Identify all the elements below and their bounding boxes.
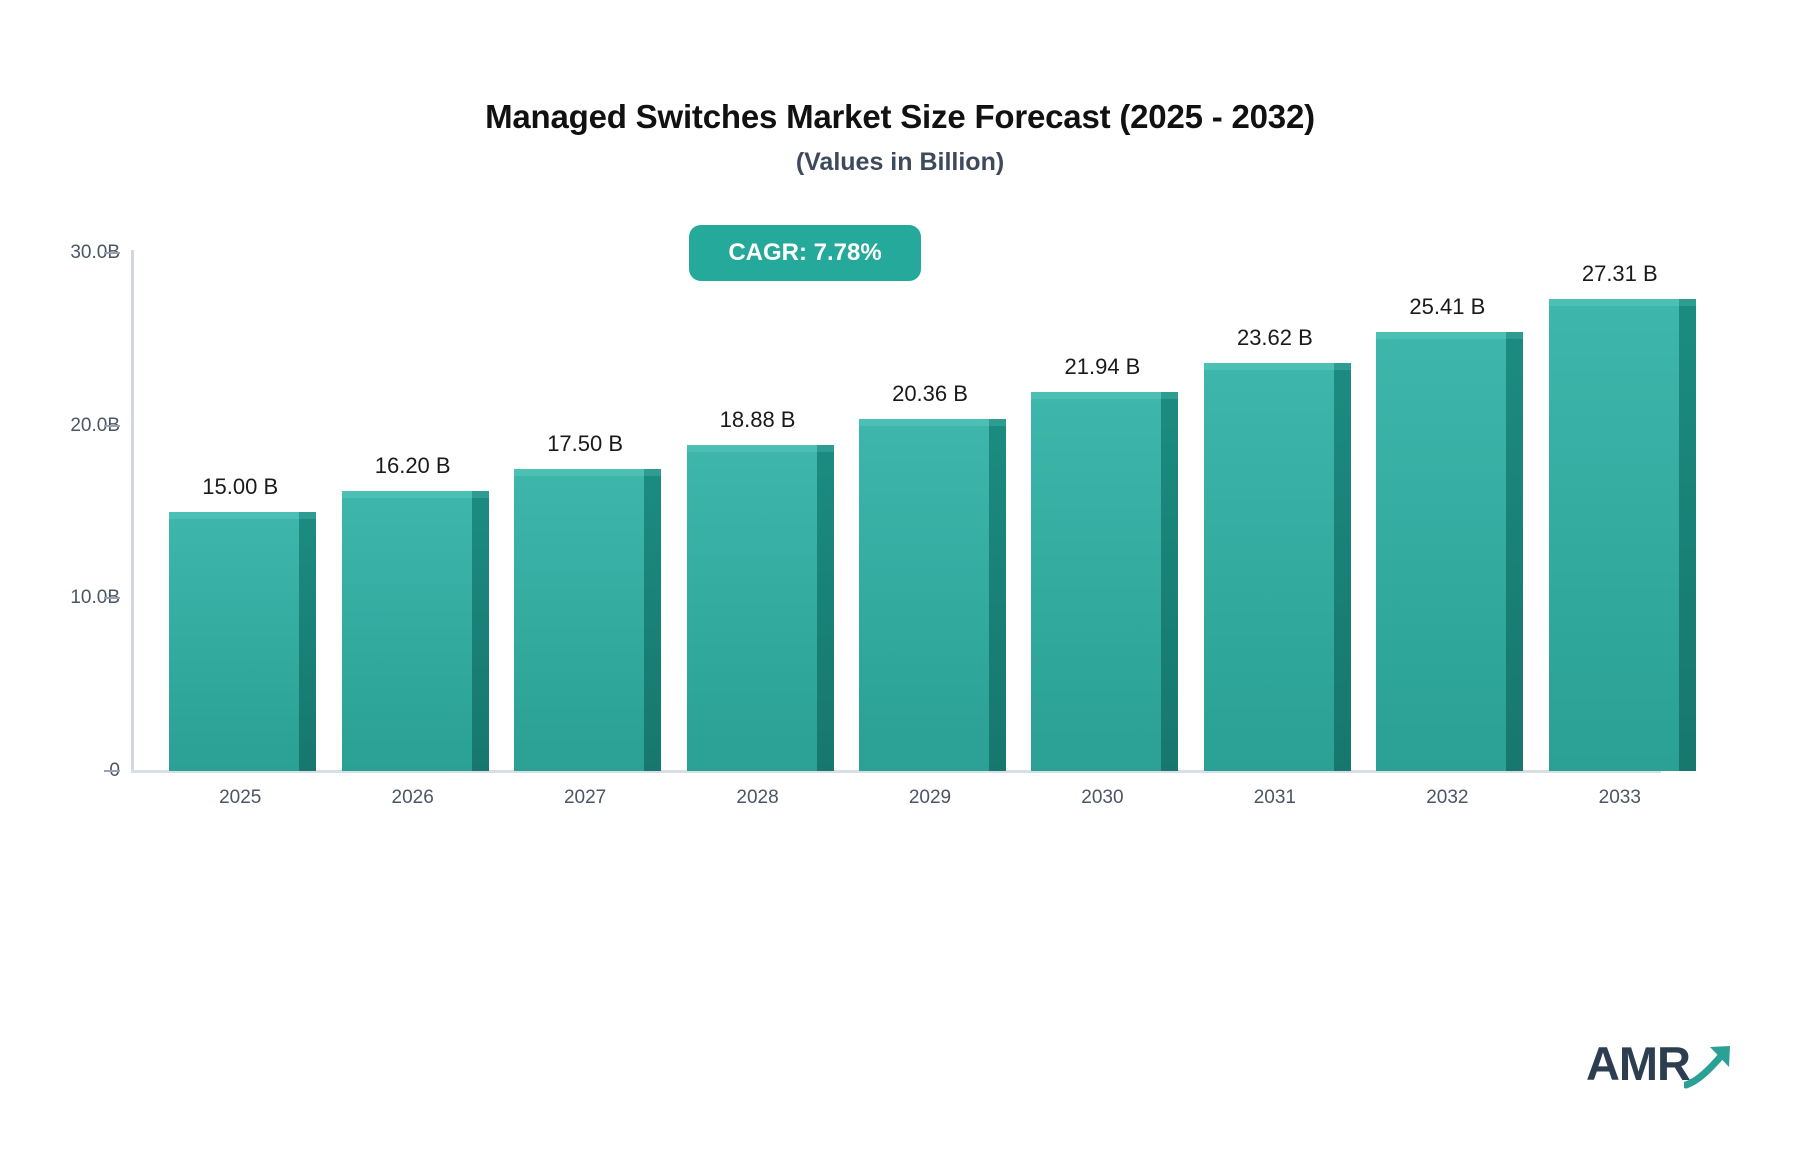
bar-front-face [169, 512, 300, 771]
bar-side-face [989, 426, 1006, 771]
bar-value-label: 17.50 B [547, 430, 624, 456]
cagr-badge: CAGR: 7.78% [689, 225, 921, 281]
bar-side-face [816, 452, 834, 771]
bar-top-bevel [1161, 392, 1179, 400]
x-axis-tick-label: 2027 [563, 787, 607, 808]
bar-top-face [686, 445, 817, 452]
x-axis-tick-label: 2026 [391, 787, 434, 808]
bar-top-bevel [299, 512, 317, 519]
bar-2029[interactable] [859, 419, 1006, 771]
x-axis-tick-label: 2030 [1081, 787, 1124, 808]
bar-2026[interactable] [341, 491, 489, 771]
bar-top-face [1031, 392, 1162, 400]
up-right-arrow-icon [1682, 1043, 1744, 1094]
cagr-badge-label: CAGR: 7.78% [728, 239, 882, 266]
bar-top-bevel [471, 491, 489, 499]
y-axis-tick-label: 20.0B [70, 414, 120, 436]
bar-value-label: 15.00 B [202, 474, 279, 499]
bar-front-face [341, 491, 472, 771]
y-axis-tick-label: 10.0B [70, 587, 120, 609]
x-axis-line [131, 770, 1661, 773]
bar-value-label: 23.62 B [1236, 325, 1313, 351]
bar-top-face [341, 491, 472, 499]
bar-top-face [514, 468, 645, 476]
y-axis-tick-label: 30.0B [70, 242, 120, 263]
bar-side-face [1161, 399, 1179, 771]
y-axis-tick-mark [104, 597, 120, 600]
bar-top-face [859, 419, 989, 427]
bar-front-face [1548, 299, 1679, 771]
bar-2031[interactable] [1203, 363, 1351, 771]
bar-value-label: 27.31 B [1581, 261, 1658, 287]
amr-logo-text: AMR [1585, 1037, 1691, 1090]
bar-side-face [1678, 306, 1696, 771]
bar-front-face [686, 445, 817, 771]
bar-2028[interactable] [686, 445, 834, 771]
bar-top-bevel [644, 468, 662, 476]
bar-2033[interactable] [1548, 299, 1696, 771]
amr-logo: AMR [1586, 1033, 1744, 1094]
x-axis-tick-label: 2032 [1426, 787, 1469, 808]
x-axis-tick-label: 2028 [736, 787, 779, 808]
bar-top-bevel [1333, 363, 1351, 371]
bar-value-label: 21.94 B [1064, 354, 1141, 380]
bar-2025[interactable] [169, 512, 317, 771]
y-axis-tick-mark [104, 424, 120, 427]
bar-top-bevel [1678, 299, 1696, 307]
chart-title: Managed Switches Market Size Forecast (2… [485, 98, 1315, 135]
bar-value-label: 18.88 B [719, 407, 796, 432]
y-axis-tick-mark [104, 252, 120, 254]
bar-value-label: 16.20 B [374, 453, 451, 479]
bar-side-face [299, 519, 317, 771]
bar-side-face [1506, 339, 1524, 771]
bar-top-bevel [816, 445, 834, 452]
y-axis-line [131, 250, 134, 772]
bar-side-face [644, 475, 662, 771]
bar-top-bevel [989, 419, 1006, 427]
bar-front-face [859, 419, 989, 771]
bar-2032[interactable] [1376, 332, 1524, 771]
bar-front-face [1203, 363, 1334, 771]
bar-side-face [471, 498, 489, 771]
bar-front-face [1376, 332, 1507, 771]
bar-value-label: 20.36 B [892, 381, 968, 407]
x-axis-tick-label: 2029 [908, 787, 952, 808]
x-axis-tick-label: 2031 [1253, 787, 1297, 808]
bar-top-face [1203, 363, 1334, 371]
bar-top-face [1548, 299, 1679, 307]
bar-front-face [514, 468, 645, 771]
chart-subtitle: (Values in Billion) [795, 148, 1005, 176]
bar-side-face [1333, 370, 1351, 771]
bar-top-face [169, 512, 300, 519]
bar-value-label: 25.41 B [1409, 294, 1486, 320]
y-axis-tick-mark [104, 770, 120, 772]
bar-top-bevel [1506, 332, 1524, 340]
bar-front-face [1031, 392, 1162, 771]
bar-2027[interactable] [514, 468, 662, 771]
bar-2030[interactable] [1031, 392, 1179, 771]
bar-top-face [1376, 332, 1507, 340]
x-axis-tick-label: 2025 [219, 787, 262, 808]
x-axis-tick-label: 2033 [1598, 787, 1641, 808]
